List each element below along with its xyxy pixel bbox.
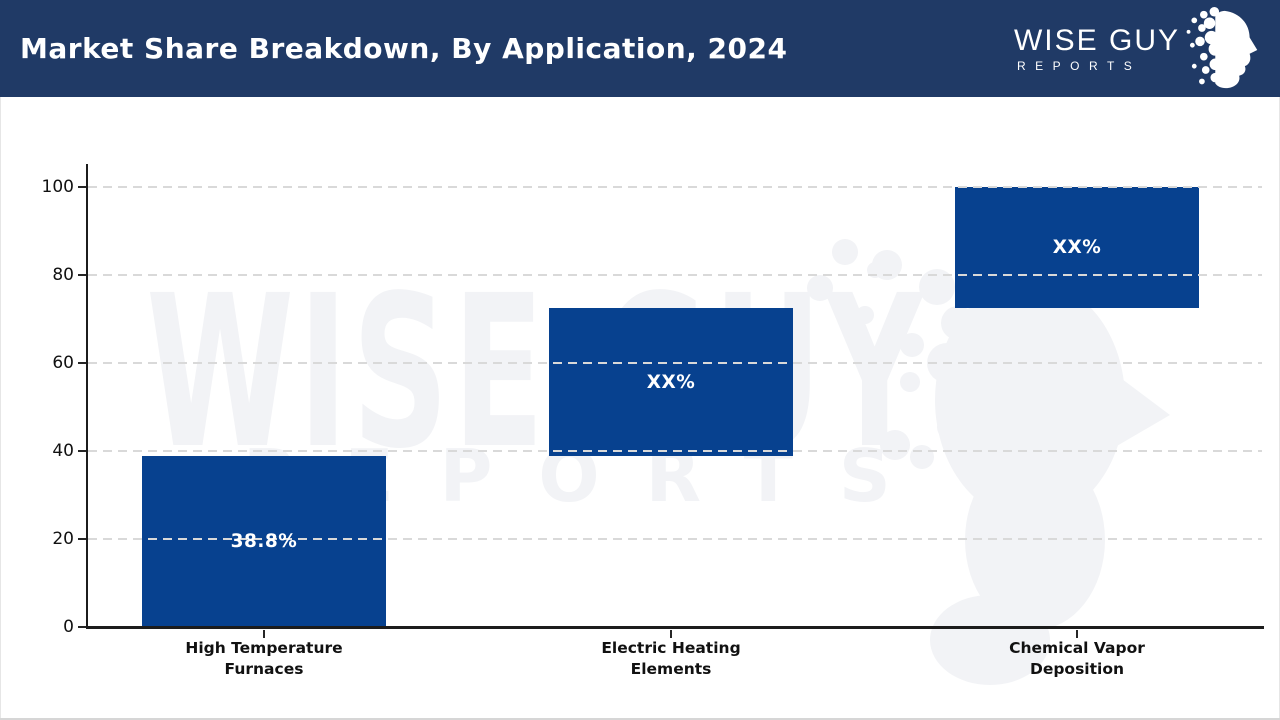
- x-category-label: Electric Heating Elements: [491, 638, 851, 680]
- y-tick-label: 100: [41, 177, 74, 197]
- bar-value-label: 38.8%: [230, 531, 298, 553]
- x-category-label-line: Electric Heating: [601, 639, 741, 657]
- y-tick-mark: [78, 274, 86, 276]
- x-category-label: High Temperature Furnaces: [84, 638, 444, 680]
- x-category-label: Chemical Vapor Deposition: [897, 638, 1257, 680]
- logo-text: WISE GUY REPORTS: [1013, 23, 1180, 73]
- bar-segment: [955, 187, 1199, 309]
- y-tick-mark: [78, 626, 86, 628]
- header-band: Market Share Breakdown, By Application, …: [0, 0, 1280, 97]
- gridline: [88, 186, 1262, 188]
- x-tick-mark: [1076, 630, 1078, 638]
- gridline: [88, 450, 1262, 452]
- bar-value-label: XX%: [646, 371, 696, 393]
- logo-subtext: REPORTS: [1016, 58, 1142, 73]
- gridline: [88, 274, 1262, 276]
- y-tick-label: 0: [63, 617, 74, 637]
- gridline: [88, 538, 1262, 540]
- bottom-border: [0, 718, 1280, 720]
- bar-value-label: XX%: [1052, 237, 1102, 259]
- y-tick-mark: [78, 450, 86, 452]
- y-tick-mark: [78, 538, 86, 540]
- y-tick-label: 60: [52, 353, 74, 373]
- y-tick-mark: [78, 362, 86, 364]
- gridline: [88, 362, 1262, 364]
- bar-segment: [142, 456, 386, 627]
- logo-wordmark: WISE GUY: [1013, 23, 1180, 57]
- x-tick-mark: [670, 630, 672, 638]
- x-axis-line: [86, 626, 1264, 629]
- y-axis-line: [86, 164, 88, 629]
- x-category-label-line: Chemical Vapor: [1009, 639, 1145, 657]
- watermark-wordmark: WISE GUY: [146, 250, 928, 495]
- y-tick-label: 80: [52, 265, 74, 285]
- x-tick-mark: [263, 630, 265, 638]
- x-category-label-line: Elements: [630, 660, 712, 678]
- x-category-label-line: High Temperature: [185, 639, 343, 657]
- y-tick-mark: [78, 186, 86, 188]
- wise-guy-logo: WISE GUY REPORTS: [1013, 6, 1260, 91]
- y-tick-label: 20: [52, 529, 74, 549]
- logo-head-icon: [1186, 6, 1258, 88]
- x-category-label-line: Furnaces: [224, 660, 304, 678]
- chart-title: Market Share Breakdown, By Application, …: [20, 32, 788, 65]
- y-tick-label: 40: [52, 441, 74, 461]
- bar-segment: [549, 308, 793, 457]
- x-category-label-line: Deposition: [1029, 660, 1125, 678]
